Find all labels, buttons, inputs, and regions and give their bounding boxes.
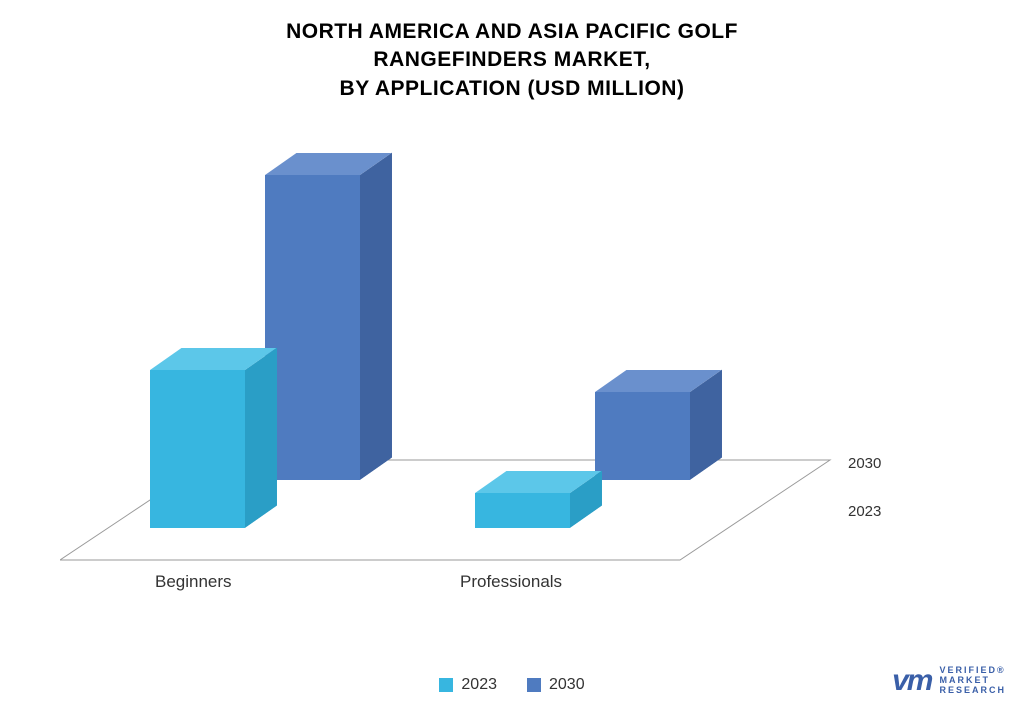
legend-label-2023: 2023: [461, 676, 497, 694]
legend-item-2023: 2023: [439, 676, 497, 694]
watermark-logo: vm: [892, 664, 931, 698]
chart-area: Beginners Professionals 2023 2030: [60, 150, 840, 590]
depth-label-2023: 2023: [848, 503, 881, 520]
registered-icon: ®: [997, 665, 1006, 675]
depth-label-2030: 2030: [848, 455, 881, 472]
title-line-2: RANGEFINDERS MARKET,: [0, 46, 1024, 74]
watermark-text: VERIFIED® MARKET RESEARCH: [939, 666, 1006, 696]
watermark-line3: RESEARCH: [939, 686, 1006, 696]
legend-label-2030: 2030: [549, 676, 585, 694]
category-label-beginners: Beginners: [155, 572, 232, 592]
legend: 2023 2030: [0, 676, 1024, 694]
legend-item-2030: 2030: [527, 676, 585, 694]
chart-title: NORTH AMERICA AND ASIA PACIFIC GOLF RANG…: [0, 0, 1024, 103]
title-line-1: NORTH AMERICA AND ASIA PACIFIC GOLF: [0, 18, 1024, 46]
title-line-3: BY APPLICATION (USD MILLION): [0, 75, 1024, 103]
legend-swatch-2030: [527, 678, 541, 692]
category-label-professionals: Professionals: [460, 572, 562, 592]
watermark: vm VERIFIED® MARKET RESEARCH: [892, 664, 1006, 698]
legend-swatch-2023: [439, 678, 453, 692]
